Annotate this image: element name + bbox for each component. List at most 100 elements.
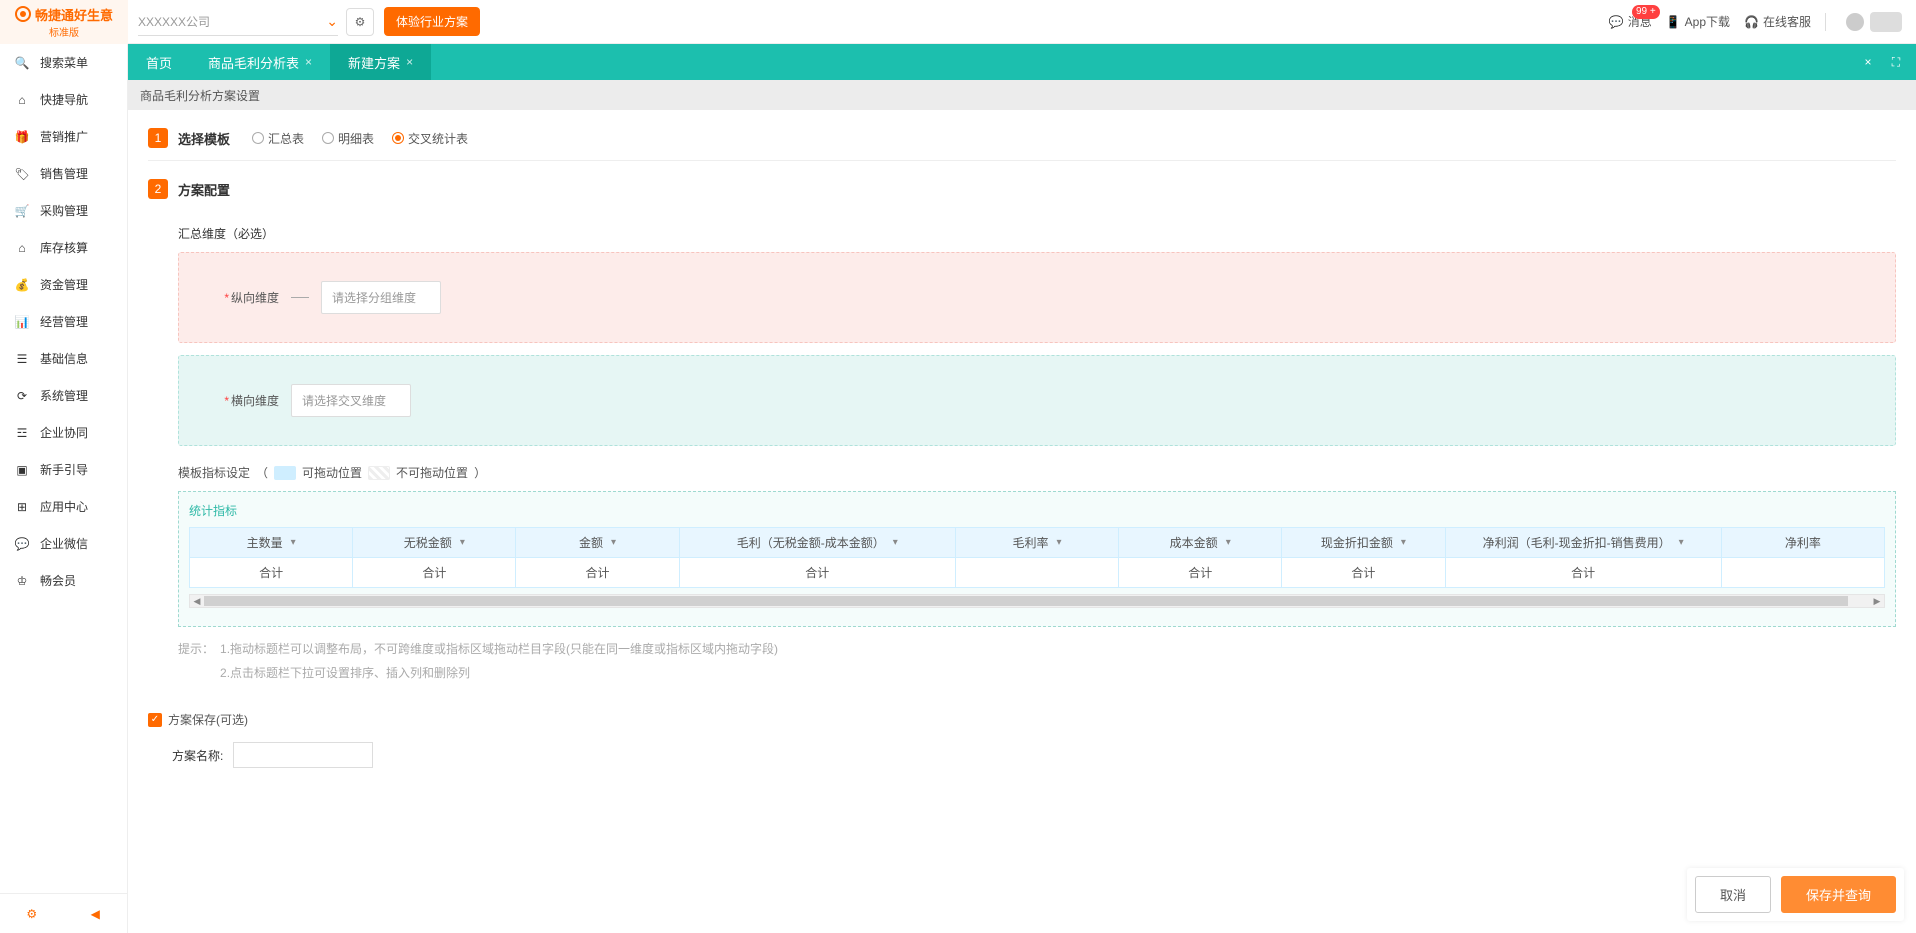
sidebar-item-wecom[interactable]: 💬企业微信 [0, 525, 127, 562]
save-query-button[interactable]: 保存并查询 [1781, 876, 1896, 913]
tag-icon: 🏷 [14, 166, 30, 182]
sidebar-item-guide[interactable]: ▣新手引导 [0, 451, 127, 488]
stats-title: 统计指标 [189, 502, 1885, 519]
chevron-down-icon: ⌄ [326, 13, 338, 30]
step-number: 2 [148, 179, 168, 199]
chevron-down-icon[interactable]: ▾ [893, 537, 898, 548]
tab-new-plan[interactable]: 新建方案 × [330, 44, 431, 80]
sidebar-item-marketing[interactable]: 🎁营销推广 [0, 118, 127, 155]
sidebar-item-label: 畅会员 [40, 572, 76, 589]
close-all-button[interactable]: × [1854, 48, 1882, 76]
sum-cell: 合计 [516, 558, 679, 588]
chevron-down-icon[interactable]: ▾ [1401, 537, 1406, 548]
column-header[interactable]: 无税金额▾ [353, 528, 516, 558]
settings-button[interactable]: ⚙ [346, 8, 374, 36]
sidebar-item-system[interactable]: ⟳系统管理 [0, 377, 127, 414]
support-label: 在线客服 [1763, 13, 1811, 30]
page-title: 商品毛利分析方案设置 [128, 80, 1916, 110]
column-header[interactable]: 净利润（毛利-现金折扣-销售费用） ▾ [1445, 528, 1721, 558]
table-sum-row: 合计合计合计合计合计合计合计 [190, 558, 1885, 588]
chevron-down-icon[interactable]: ▾ [1226, 537, 1231, 548]
sum-cell: 合计 [190, 558, 353, 588]
app-download-button[interactable]: 📱 App下载 [1666, 13, 1730, 30]
company-select[interactable]: XXXXXX公司 ⌄ [138, 8, 338, 36]
radio-label: 交叉统计表 [408, 130, 468, 147]
save-plan-checkbox-row[interactable]: ✓ 方案保存(可选) [148, 711, 1896, 728]
sidebar-item-member[interactable]: ♔畅会员 [0, 562, 127, 599]
radio-detail[interactable]: 明细表 [322, 130, 374, 147]
sidebar-item-label: 经营管理 [40, 313, 88, 330]
sidebar-item-shortcut[interactable]: ⌂快捷导航 [0, 81, 127, 118]
label-text: 纵向维度 [231, 291, 279, 305]
scroll-thumb[interactable] [204, 596, 1848, 606]
sum-cell: 合计 [1119, 558, 1282, 588]
sum-cell [1721, 558, 1884, 588]
column-header[interactable]: 毛利（无税金额-成本金额）▾ [679, 528, 955, 558]
close-icon[interactable]: × [406, 55, 413, 69]
support-button[interactable]: 🎧 在线客服 [1744, 13, 1811, 30]
tabbar-actions: × ⛶ [1854, 44, 1916, 80]
sidebar-item-sales[interactable]: 🏷销售管理 [0, 155, 127, 192]
tip-2: 2.点击标题栏下拉可设置排序、插入列和删除列 [220, 661, 778, 685]
gear-icon: ⚙ [355, 15, 366, 29]
sidebar-item-search[interactable]: 🔍搜索菜单 [0, 44, 127, 81]
chevron-down-icon[interactable]: ▾ [1679, 537, 1684, 548]
fullscreen-button[interactable]: ⛶ [1882, 48, 1910, 76]
column-header[interactable]: 毛利率▾ [955, 528, 1118, 558]
column-header[interactable]: 净利率 [1721, 528, 1884, 558]
logo-block: 畅捷通好生意 标准版 [0, 0, 128, 44]
footer-actions: 取消 保存并查询 [1687, 868, 1904, 921]
step-number: 1 [148, 128, 168, 148]
radio-summary[interactable]: 汇总表 [252, 130, 304, 147]
scroll-right-icon[interactable]: ▶ [1870, 595, 1884, 607]
close-icon[interactable]: × [305, 55, 312, 69]
tips-block: 提示： 1.拖动标题栏可以调整布局，不可跨维度或指标区域拖动栏目字段(只能在同一… [178, 637, 1896, 685]
sidebar-item-label: 企业协同 [40, 424, 88, 441]
sidebar-item-funds[interactable]: 💰资金管理 [0, 266, 127, 303]
column-header[interactable]: 主数量▾ [190, 528, 353, 558]
radio-cross[interactable]: 交叉统计表 [392, 130, 468, 147]
column-header[interactable]: 成本金额▾ [1119, 528, 1282, 558]
box-icon: ⌂ [14, 240, 30, 256]
user-menu[interactable] [1846, 12, 1902, 32]
horizontal-dim-input[interactable]: 请选择交叉维度 [291, 384, 411, 417]
label-text: 横向维度 [231, 394, 279, 408]
sidebar-item-label: 系统管理 [40, 387, 88, 404]
messages-button[interactable]: 💬 消息 99 + [1609, 13, 1652, 30]
sidebar-collapse-button[interactable]: ◀ [64, 894, 128, 933]
legend-row: 模板指标设定 （ 可拖动位置 不可拖动位置 ） [178, 464, 1896, 481]
chevron-down-icon[interactable]: ▾ [291, 537, 296, 548]
scroll-left-icon[interactable]: ◀ [190, 595, 204, 607]
money-icon: 💰 [14, 277, 30, 293]
vertical-dim-label: *纵向维度 [209, 289, 279, 306]
sidebar-item-inventory[interactable]: ⌂库存核算 [0, 229, 127, 266]
sidebar-item-collab[interactable]: ☲ 企业协同 [0, 414, 127, 451]
column-label: 净利润（毛利-现金折扣-销售费用） [1483, 534, 1671, 551]
experience-plan-button[interactable]: 体验行业方案 [384, 7, 480, 36]
sum-cell: 合计 [1282, 558, 1445, 588]
non-draggable-swatch [368, 466, 390, 480]
column-label: 净利率 [1785, 534, 1821, 551]
plan-name-input[interactable] [233, 742, 373, 768]
sum-cell: 合计 [679, 558, 955, 588]
sidebar-item-label: 采购管理 [40, 202, 88, 219]
sidebar-item-basicinfo[interactable]: ☰基础信息 [0, 340, 127, 377]
sidebar-item-purchase[interactable]: 🛒采购管理 [0, 192, 127, 229]
horizontal-dim-label: *横向维度 [209, 392, 279, 409]
cancel-button[interactable]: 取消 [1695, 876, 1771, 913]
tab-profit-report[interactable]: 商品毛利分析表 × [190, 44, 330, 80]
column-header[interactable]: 金额▾ [516, 528, 679, 558]
column-header[interactable]: 现金折扣金额▾ [1282, 528, 1445, 558]
horizontal-scrollbar[interactable]: ◀ ▶ [189, 594, 1885, 608]
radio-icon [252, 132, 264, 144]
tab-home[interactable]: 首页 [128, 44, 190, 80]
sidebar-item-operations[interactable]: 📊经营管理 [0, 303, 127, 340]
sidebar-settings-button[interactable]: ⚙ [0, 894, 64, 933]
collapse-icon: ◀ [91, 907, 100, 921]
chevron-down-icon[interactable]: ▾ [460, 537, 465, 548]
vertical-dim-input[interactable]: 请选择分组维度 [321, 281, 441, 314]
chevron-down-icon[interactable]: ▾ [1056, 537, 1061, 548]
sidebar-item-apps[interactable]: ⊞应用中心 [0, 488, 127, 525]
chevron-down-icon[interactable]: ▾ [611, 537, 616, 548]
team-icon: ☲ [14, 425, 30, 441]
